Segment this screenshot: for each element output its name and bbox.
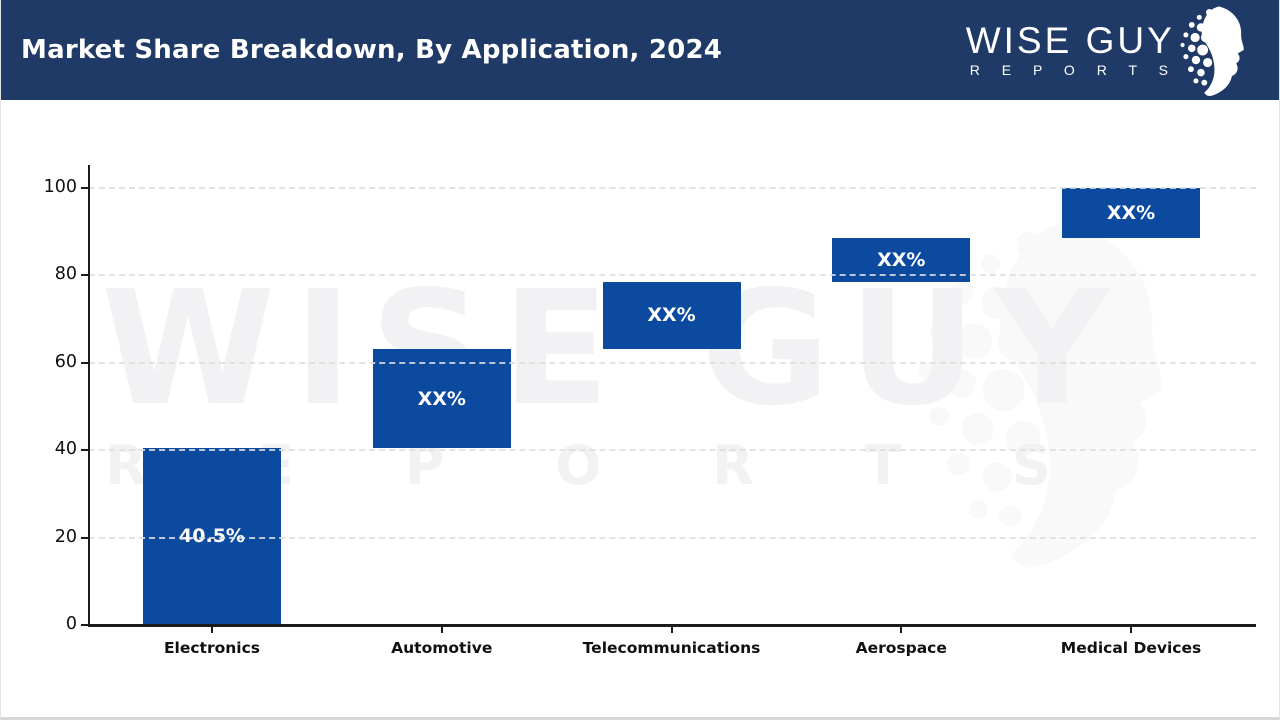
y-tickmark xyxy=(81,449,89,451)
y-tickmark xyxy=(81,624,89,626)
x-tickmark xyxy=(900,626,903,633)
y-gridline xyxy=(89,361,1256,364)
y-gridline xyxy=(89,536,1256,539)
bar-automotive: XX% xyxy=(372,349,511,448)
y-gridline xyxy=(89,186,1256,189)
bar-value-label: XX% xyxy=(647,304,696,327)
brand-name: WISE GUY xyxy=(965,20,1175,61)
y-tickmark xyxy=(81,274,89,276)
bar-medical-devices: XX% xyxy=(1062,187,1200,238)
y-gridline xyxy=(89,274,1256,276)
x-axis-line xyxy=(88,624,1256,627)
y-tickmark xyxy=(81,361,89,364)
y-axis-line xyxy=(88,165,90,626)
x-tickmark xyxy=(1130,626,1132,633)
header-band: Market Share Breakdown, By Application, … xyxy=(1,0,1279,100)
bar-electronics: 40.5% xyxy=(143,447,281,625)
y-tick-label: 40 xyxy=(54,439,77,459)
x-category-label: Medical Devices xyxy=(1060,639,1202,657)
x-category-label: Automotive xyxy=(391,639,493,657)
head-profile-icon xyxy=(1180,6,1244,96)
bar-telecommunications: XX% xyxy=(602,281,741,350)
y-tickmark xyxy=(81,186,89,189)
y-tick-label: 0 xyxy=(65,614,77,634)
y-gridline xyxy=(89,449,1256,451)
x-tickmark xyxy=(670,626,673,633)
bar-value-label: XX% xyxy=(417,387,466,410)
bar-value-label: XX% xyxy=(877,248,926,271)
brand-logo: WISE GUY R E P O R T S xyxy=(966,4,1259,96)
x-category-label: Telecommunications xyxy=(582,639,761,657)
y-tick-label: 100 xyxy=(43,176,77,197)
x-tickmark xyxy=(440,626,443,633)
x-category-label: Aerospace xyxy=(855,639,947,657)
page-title: Market Share Breakdown, By Application, … xyxy=(21,35,723,65)
y-tick-label: 60 xyxy=(54,351,77,372)
brand-logo-text: WISE GUY R E P O R T S xyxy=(966,22,1177,78)
y-tick-label: 80 xyxy=(54,264,77,284)
bar-value-label: 40.5% xyxy=(179,525,245,548)
y-tickmark xyxy=(81,536,89,539)
x-tickmark xyxy=(211,626,213,633)
bar-value-label: XX% xyxy=(1106,201,1156,224)
y-tick-label: 20 xyxy=(54,526,77,547)
brand-subname: R E P O R T S xyxy=(969,62,1177,78)
x-category-label: Electronics xyxy=(163,639,261,657)
